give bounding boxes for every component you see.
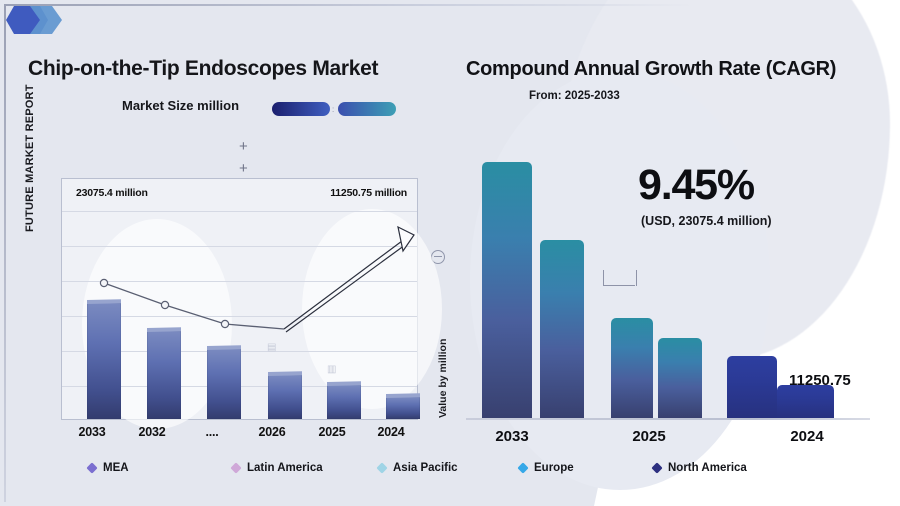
trend-line-overlay <box>99 225 415 333</box>
x-tick-ellipsis: .... <box>205 425 219 439</box>
bracket-decor-icon <box>603 270 637 287</box>
chart-decor-icon-2: ▥ <box>327 364 337 375</box>
rbar-2025-primary <box>611 318 653 418</box>
y-axis-label-left: FUTURE MARKET REPORT <box>24 84 36 232</box>
x-tick-2024: 2024 <box>377 425 405 439</box>
rbar-2024-primary <box>727 356 777 418</box>
legend-pill-primary <box>272 102 330 116</box>
right-panel-subtitle: From: 2025-2033 <box>529 90 620 102</box>
cagr-value: 9.45% <box>638 161 755 209</box>
left-border-line <box>4 4 6 502</box>
legend-swatch-asia-pacific <box>376 462 388 474</box>
rbar-2033-secondary <box>540 240 584 418</box>
right-bar-chart <box>466 150 886 418</box>
x-tick-2033: 2033 <box>78 425 106 439</box>
top-border-line <box>4 4 694 6</box>
legend-item-north-america[interactable]: North America <box>651 462 747 474</box>
legend-item-mea[interactable]: MEA <box>86 462 129 474</box>
growth-arrow-icon <box>283 225 415 333</box>
market-size-legend-label: Market Size million <box>122 98 240 113</box>
legend-item-latin-america[interactable]: Latin America <box>230 462 323 474</box>
legend-swatch-mea <box>86 462 98 474</box>
legend-label-asia-pacific: Asia Pacific <box>393 462 458 474</box>
chart-caption-right: 11250.75 million <box>330 187 407 199</box>
left-bar-chart: 23075.4 million 11250.75 million ▤ ▥ <box>61 178 442 429</box>
left-panel-title: Chip-on-the-Tip Endoscopes Market <box>28 57 379 80</box>
chart-decor-icon-1: ▤ <box>267 342 277 353</box>
grid-line <box>62 246 417 247</box>
rbar-2024-secondary <box>777 385 834 418</box>
plus-marker-icon-1: + <box>239 138 248 155</box>
legend-swatch-europe <box>517 462 529 474</box>
rx-tick-2033: 2033 <box>495 428 529 445</box>
hexagon-venn-icon <box>6 6 62 34</box>
bar-2033 <box>87 303 121 419</box>
rbar-2025-secondary <box>658 338 702 418</box>
bar-2024 <box>386 397 420 419</box>
legend-item-asia-pacific[interactable]: Asia Pacific <box>376 462 458 474</box>
legend-item-europe[interactable]: Europe <box>517 462 574 474</box>
bar-2032 <box>147 331 181 419</box>
legend-label-north-america: North America <box>668 462 747 474</box>
bar-2025 <box>327 385 361 419</box>
legend-pill-secondary <box>338 102 396 116</box>
bottom-legend: MEA Latin America Asia Pacific Europe No… <box>0 462 900 488</box>
cagr-note: (USD, 23075.4 million) <box>641 214 772 228</box>
legend-pill-separator: : <box>332 105 335 114</box>
y-axis-label-right: Value by million <box>437 338 449 418</box>
legend-label-latin-america: Latin America <box>247 462 323 474</box>
x-tick-2026: 2026 <box>258 425 286 439</box>
rx-tick-2025: 2025 <box>632 428 666 445</box>
x-tick-2025: 2025 <box>318 425 346 439</box>
right-chart-baseline <box>466 418 870 420</box>
right-panel-title: Compound Annual Growth Rate (CAGR) <box>466 58 837 80</box>
right-chart-data-label: 11250.75 <box>789 372 851 389</box>
grid-line <box>62 211 417 212</box>
x-tick-2032: 2032 <box>138 425 166 439</box>
legend-label-europe: Europe <box>534 462 574 474</box>
bar-dots <box>207 349 241 419</box>
chart-blob-2 <box>302 209 442 409</box>
bar-2026 <box>268 375 302 419</box>
grid-line <box>62 281 417 282</box>
rbar-2033-primary <box>482 162 532 418</box>
plus-marker-icon-2: + <box>239 160 248 177</box>
legend-swatch-latin-america <box>230 462 242 474</box>
legend-swatch-north-america <box>651 462 663 474</box>
chart-caption-left: 23075.4 million <box>76 187 148 199</box>
grid-line <box>62 316 417 317</box>
rx-tick-2024: 2024 <box>790 428 824 445</box>
legend-label-mea: MEA <box>103 462 129 474</box>
